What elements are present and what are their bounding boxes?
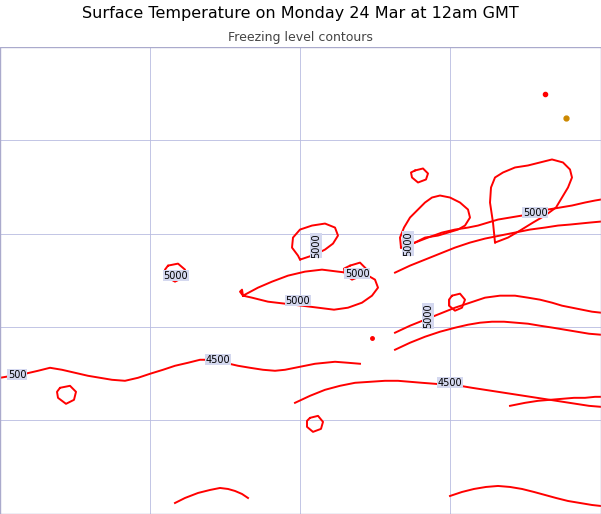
Text: 5000: 5000 (403, 231, 413, 256)
Text: 5000: 5000 (523, 208, 548, 217)
Text: 5000: 5000 (311, 233, 321, 258)
Text: 4500: 4500 (206, 355, 230, 365)
Text: 5000: 5000 (285, 296, 310, 306)
Text: 5000: 5000 (345, 269, 369, 279)
Text: Freezing level contours: Freezing level contours (228, 31, 373, 44)
Text: 5000: 5000 (163, 271, 188, 281)
Text: 4500: 4500 (438, 378, 462, 388)
Text: 500: 500 (8, 370, 26, 380)
Text: Surface Temperature on Monday 24 Mar at 12am GMT: Surface Temperature on Monday 24 Mar at … (82, 6, 519, 21)
Text: 5000: 5000 (423, 303, 433, 328)
